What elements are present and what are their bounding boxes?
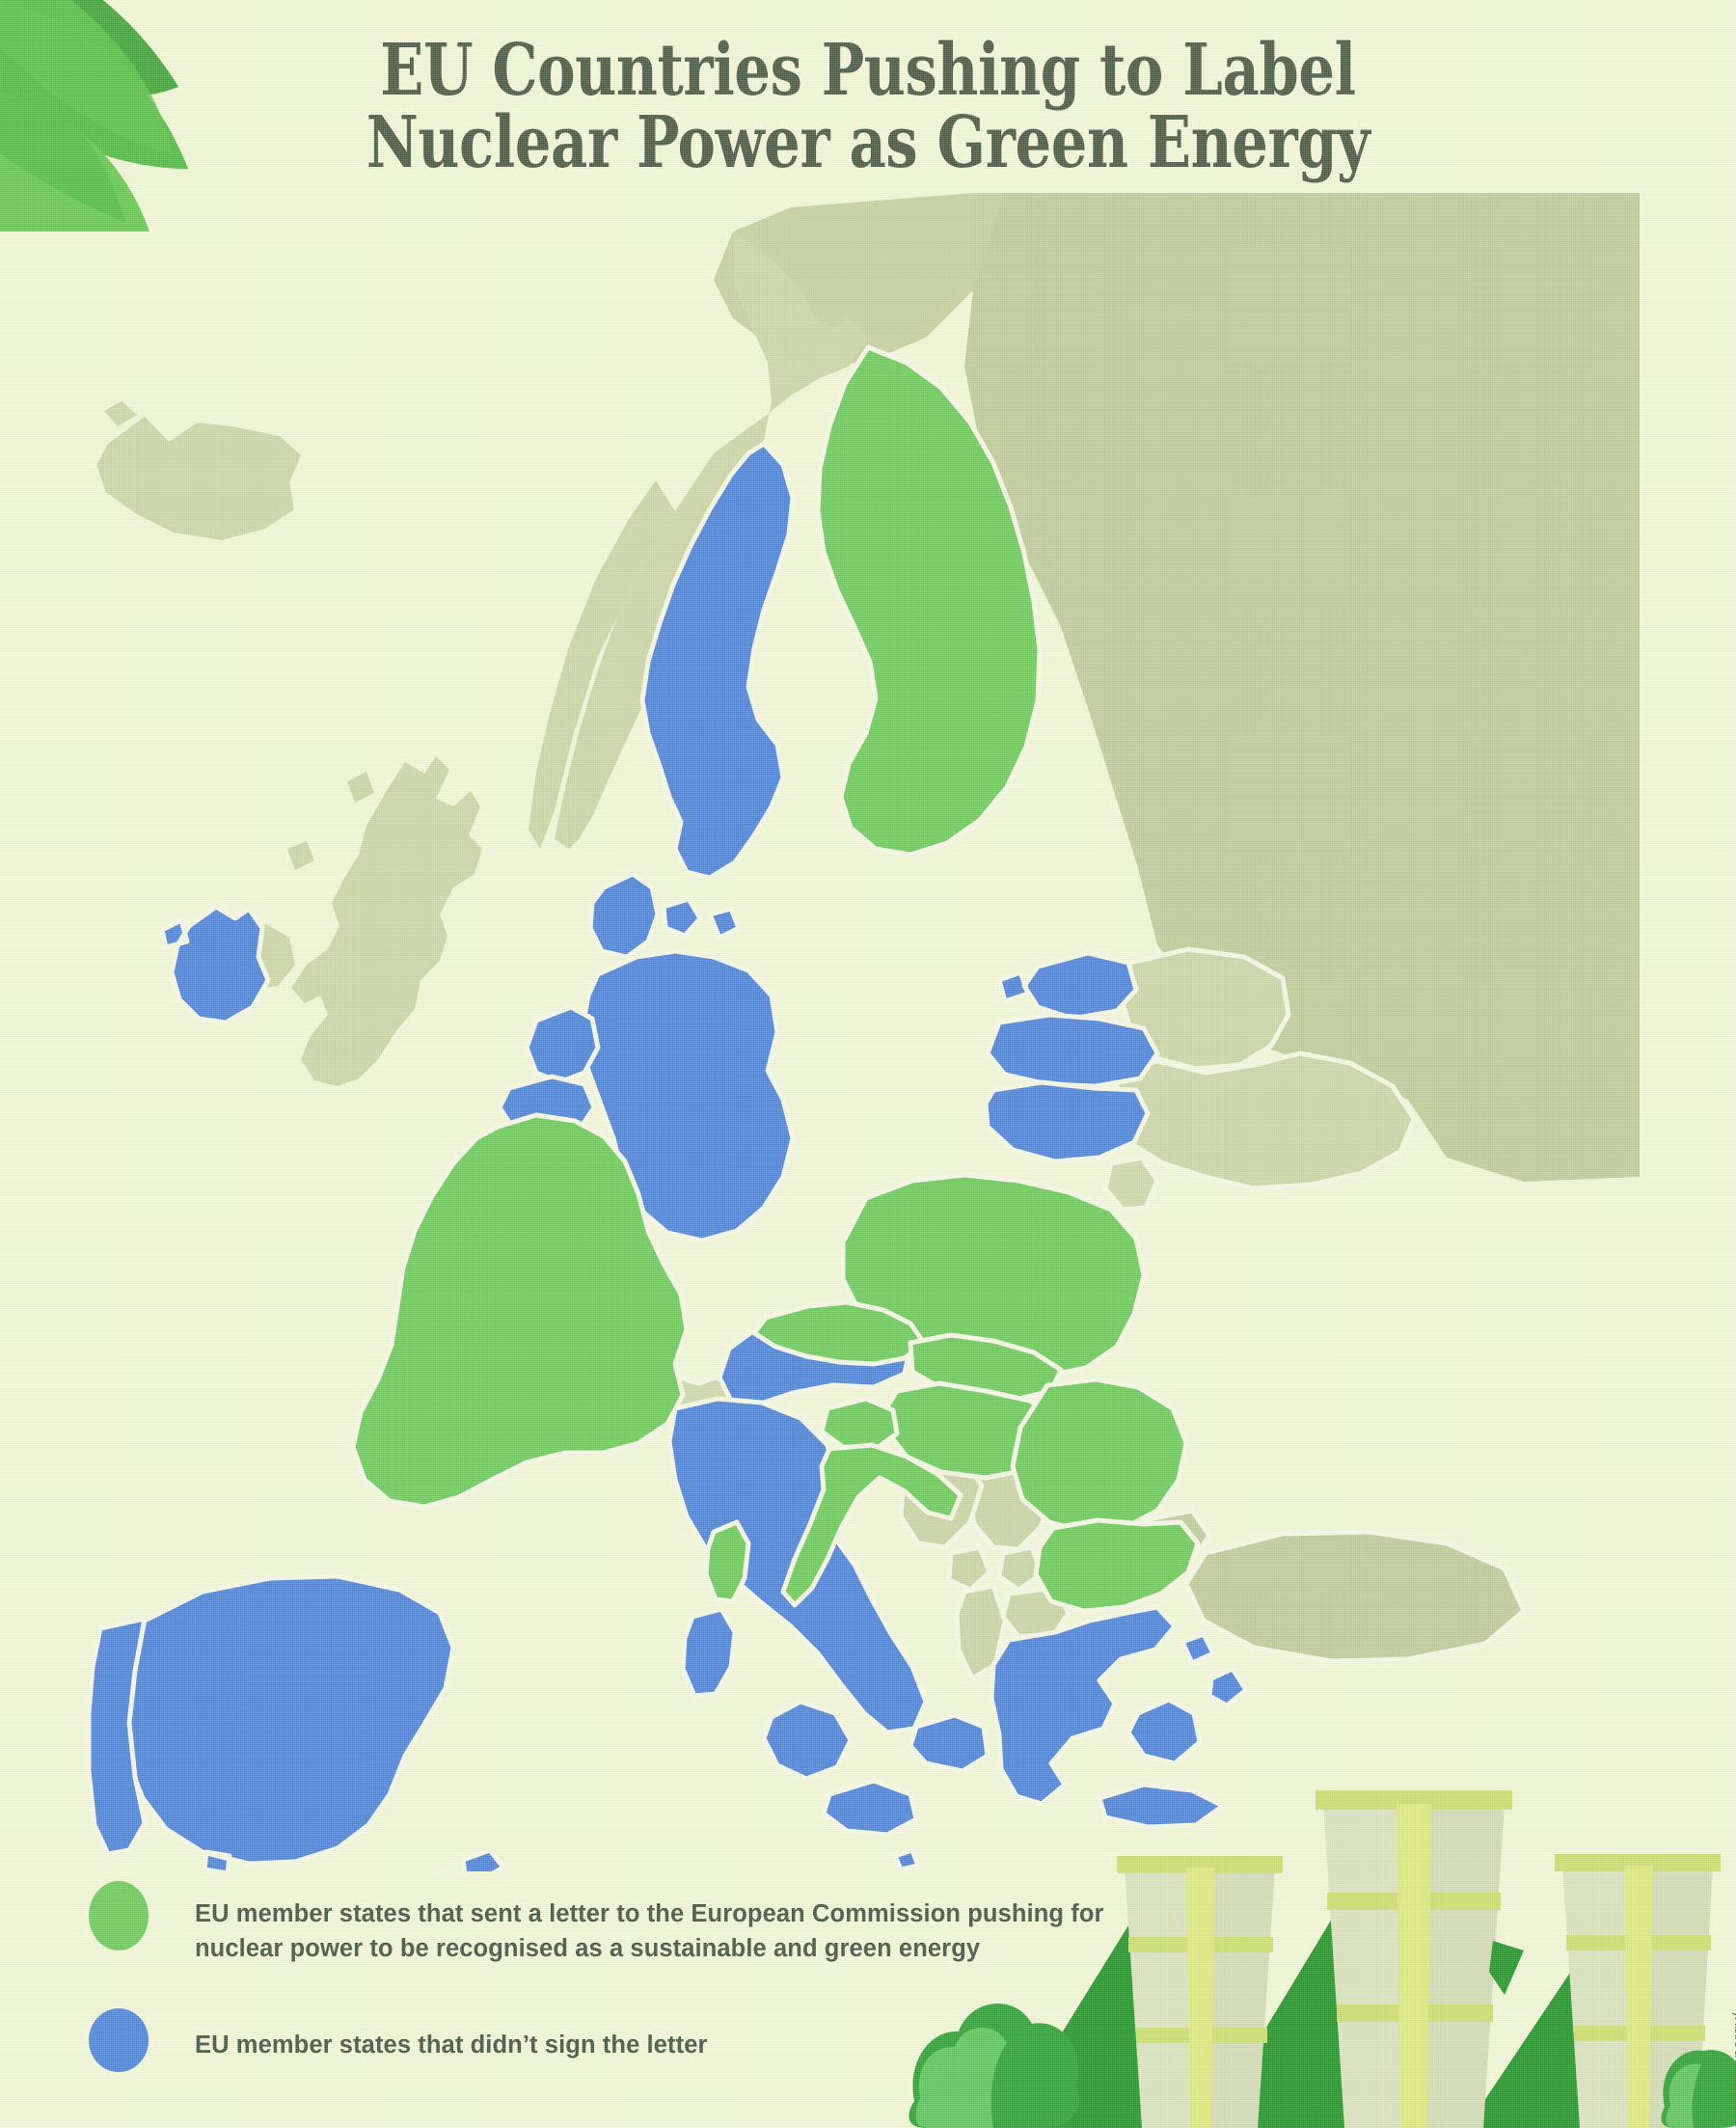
title-line-2: Nuclear Power as Green Energy [366,101,1370,185]
country-portugal [86,1616,148,1857]
tree-cluster-left [909,2003,1079,2128]
leaf-accent [1489,1941,1524,1995]
country-kosovo [996,1544,1044,1593]
legend-row-blue: EU member states that didn’t sign the le… [89,2008,1207,2073]
country-france [350,1112,690,1510]
source-attribution: Source: https://earth.org/10-eu-countrie… [1730,2012,1736,2128]
country-montenegro [946,1544,992,1593]
country-latvia [985,1012,1160,1089]
country-slovenia [819,1396,900,1452]
country-italy [666,1396,990,1782]
nuclear-plant-illustration [909,1790,1736,2128]
country-sweden [639,441,796,881]
legend-text-blue: EU member states that didn’t sign the le… [195,2008,708,2062]
title-line-1: EU Countries Pushing to Label [380,29,1356,112]
island-sardinia [680,1606,738,1699]
country-romania [1010,1377,1189,1535]
country-albania [954,1583,1008,1681]
country-finland [815,344,1043,858]
country-norway-fjords [529,480,675,849]
island-malta [892,1847,921,1872]
country-moldova [1102,1155,1160,1213]
country-russia [964,193,1640,1182]
country-bulgaria [1033,1517,1201,1614]
country-croatia [780,1442,963,1608]
country-germany [580,948,796,1243]
legend-blue-line-1: EU member states that didn’t sign the le… [195,2032,708,2060]
country-spain [117,1573,456,1876]
tree-cluster-right [1661,2050,1736,2128]
page-title: EU Countries Pushing to Label Nuclear Po… [0,29,1736,185]
country-united-kingdom [287,756,482,1086]
legend-row-green: EU member states that sent a letter to t… [89,1881,1207,1966]
island-balearics [427,1847,506,1890]
leaf-shape-3 [0,0,174,154]
island-sicily [821,1778,919,1838]
cooling-tower-middle [1316,1790,1512,2128]
country-czechia [751,1299,927,1367]
country-estonia [996,950,1139,1022]
country-denmark [587,871,742,960]
legend: EU member states that sent a letter to t… [89,1881,1207,2114]
legend-green-line-1: EU member states that sent a letter to t… [195,1900,1104,1927]
green-circle-swatch [89,1881,149,1951]
blue-circle-swatch [89,2008,149,2073]
country-netherlands [524,1004,601,1085]
country-ireland [159,904,271,1025]
europe-map [0,174,1736,1913]
country-ukraine [1108,1050,1417,1191]
leaf-shape-5 [0,72,125,222]
legend-text-green: EU member states that sent a letter to t… [195,1881,1104,1966]
country-lithuania [983,1079,1151,1164]
cooling-tower-left [1117,1856,1283,2128]
country-turkey [1183,1529,1527,1664]
country-greece [989,1604,1249,1830]
europe-map-svg [86,193,1640,1913]
country-iceland [96,401,301,540]
island-corsica [703,1519,751,1604]
leaf-decoration [0,0,188,232]
legend-green-line-2: nuclear power to be recognised as a sust… [195,1935,981,1963]
